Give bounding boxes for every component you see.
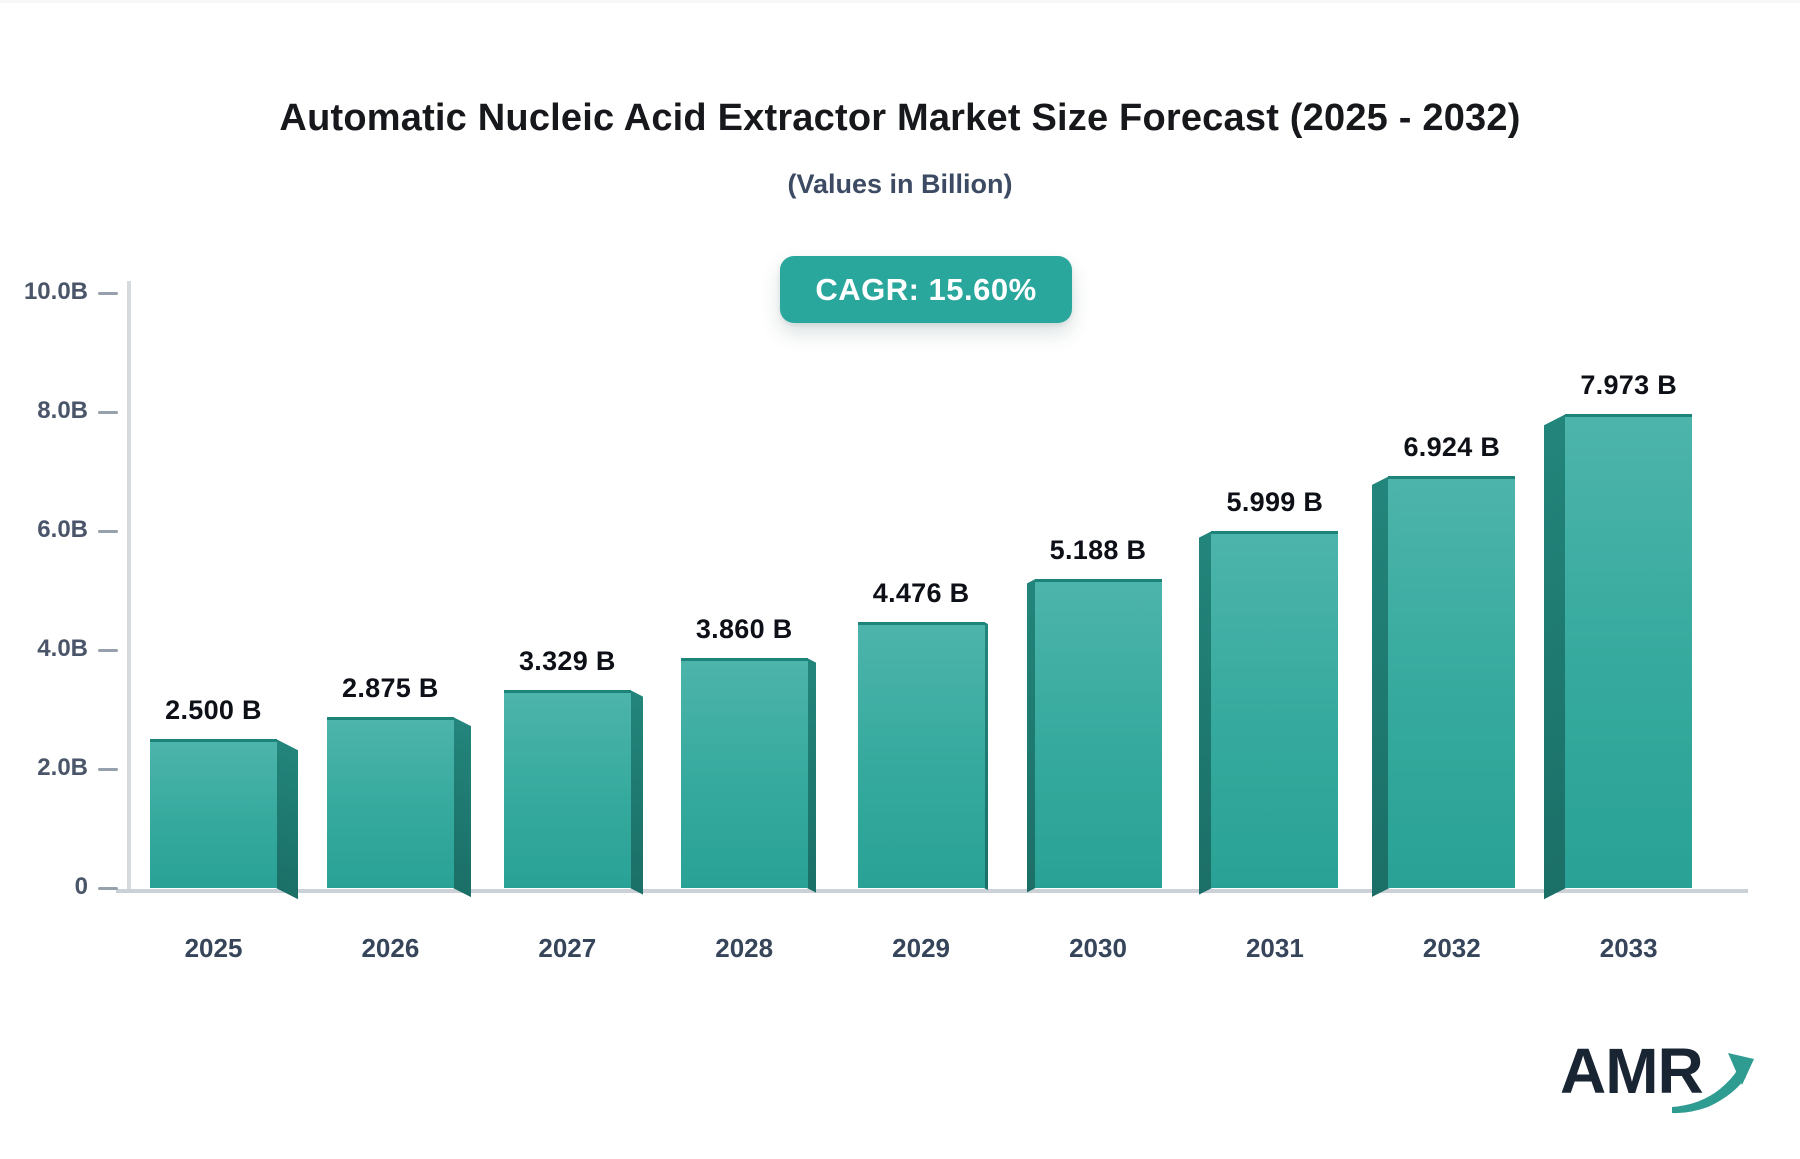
y-axis-tick-label: 0 [74, 873, 88, 900]
bar-2033-front-face [1565, 413, 1693, 888]
bar-2026-side-face [452, 716, 471, 897]
y-axis-tick-label: 2.0B [37, 754, 88, 781]
bar-2029[interactable] [857, 621, 989, 891]
y-axis-tick-label: 6.0B [37, 516, 88, 543]
chart-title: Automatic Nucleic Acid Extractor Market … [279, 97, 1521, 139]
bar-value-label-2033: 7.973 B [1580, 369, 1678, 400]
bar-2028-side-face [806, 658, 816, 893]
bar-2033[interactable] [1544, 413, 1693, 900]
y-axis-tick-mark [98, 768, 118, 771]
x-axis-label-2032: 2032 [1422, 933, 1481, 963]
x-axis-label-2029: 2029 [892, 933, 951, 963]
x-axis-baseline [116, 889, 1748, 893]
bar-2032[interactable] [1371, 476, 1517, 897]
bar-value-label-2027: 3.329 B [518, 645, 616, 676]
chart-subtitle: (Values in Billion) [787, 169, 1013, 199]
x-axis-label-2027: 2027 [538, 933, 597, 963]
bar-2027-front-face [503, 689, 631, 888]
bar-value-label-2026: 2.875 B [342, 672, 439, 703]
bar-2025[interactable] [150, 739, 299, 900]
x-axis-label-2026: 2026 [361, 933, 420, 963]
bar-2025-side-face [276, 739, 298, 900]
y-axis-tick-mark [98, 411, 118, 414]
bar-2030[interactable] [1027, 579, 1163, 893]
x-axis-label-2025: 2025 [184, 933, 243, 963]
bar-2026[interactable] [326, 716, 472, 897]
y-axis-tick-label: 4.0B [37, 635, 88, 662]
bar-2028[interactable] [680, 658, 817, 893]
bar-value-label-2032: 6.924 B [1403, 432, 1501, 463]
bar-2028-front-face [680, 658, 808, 888]
bar-2033-side-face [1544, 413, 1567, 900]
bar-value-label-2030: 5.188 B [1049, 535, 1147, 566]
plot-area: 0 2.0B 4.0B 6.0B 8.0B 10.0B 2.500 B 2025 2.875 B… [0, 3, 1800, 1159]
x-axis-label-2033: 2033 [1599, 933, 1658, 963]
bar-2032-side-face [1371, 476, 1390, 897]
bar-value-label-2028: 3.860 B [695, 614, 793, 645]
bar-value-label-2031: 5.999 B [1226, 487, 1324, 518]
x-axis-label-2028: 2028 [715, 933, 774, 963]
bar-2027[interactable] [503, 689, 644, 895]
growth-arrow-icon [1672, 1053, 1754, 1114]
x-axis-label-2031: 2031 [1245, 933, 1304, 963]
cagr-badge: CAGR: 15.60% [780, 256, 1072, 323]
y-axis-tick-label: 8.0B [37, 397, 88, 424]
y-axis-tick-mark [98, 292, 118, 295]
bar-2025-front-face [150, 739, 277, 888]
y-axis-tick-label: 10.0B [23, 278, 88, 305]
bar-2026-front-face [326, 716, 454, 888]
bar-value-label-2029: 4.476 B [872, 577, 970, 608]
bar-2030-front-face [1034, 579, 1162, 888]
amr-logo: AMR [1550, 1035, 1754, 1125]
bar-2027-side-face [629, 689, 643, 895]
y-axis-tick-mark [98, 530, 118, 533]
y-axis-tick-mark [98, 649, 118, 652]
amr-logo-text: AMR [1560, 1035, 1704, 1107]
y-axis-line [127, 281, 131, 892]
bar-2031[interactable] [1199, 531, 1339, 895]
y-axis-tick-mark [98, 887, 118, 890]
bar-2029-front-face [857, 621, 985, 888]
x-axis-label-2030: 2030 [1069, 933, 1127, 963]
cagr-badge-label: CAGR: 15.60% [815, 271, 1037, 307]
bar-2031-front-face [1211, 531, 1339, 888]
bar-2032-front-face [1388, 476, 1516, 888]
bar-value-label-2025: 2.500 B [165, 695, 262, 726]
